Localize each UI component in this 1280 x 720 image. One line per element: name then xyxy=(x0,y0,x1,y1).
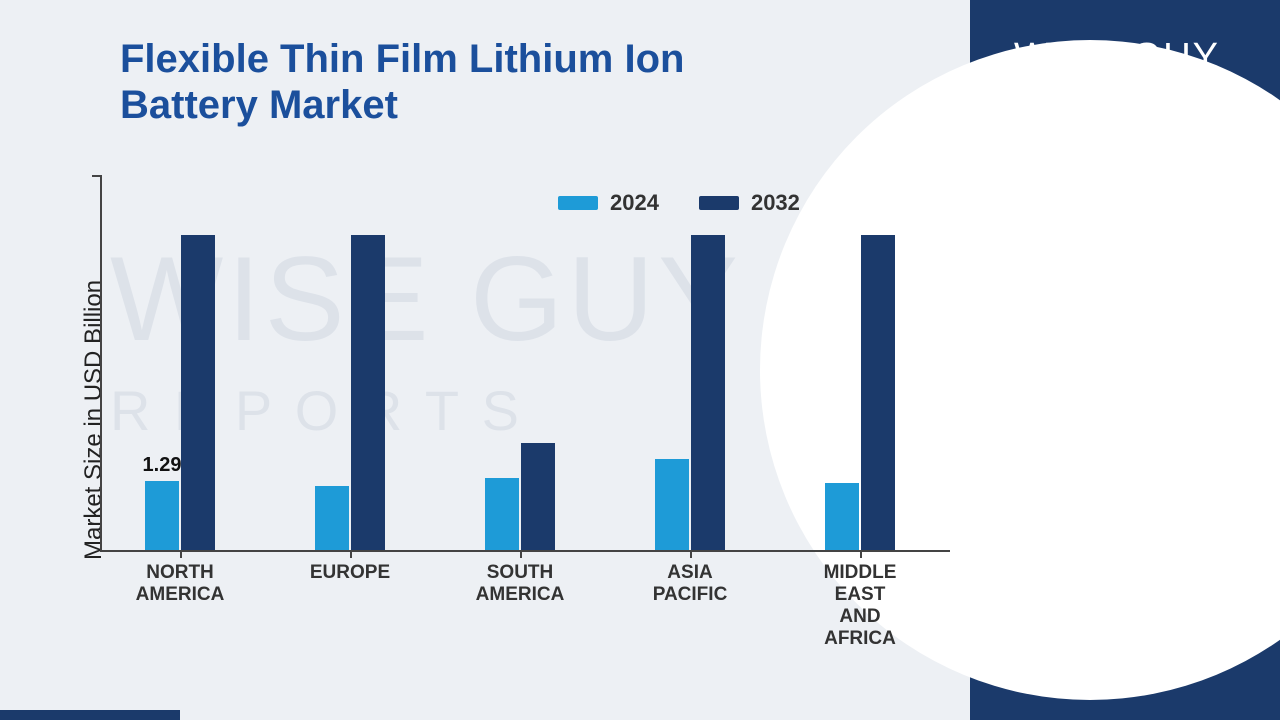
legend: 2024 2032 xyxy=(558,190,800,216)
bar-2032 xyxy=(181,235,215,550)
axis-tick xyxy=(180,550,182,558)
legend-item: 2032 xyxy=(699,190,800,216)
legend-label: 2024 xyxy=(610,190,659,216)
bar-2032 xyxy=(691,235,725,550)
legend-swatch xyxy=(558,196,598,210)
x-category-label: SOUTHAMERICA xyxy=(445,562,595,606)
brand-logo-line1: WISE GUY xyxy=(990,36,1220,79)
axis-tick xyxy=(690,550,692,558)
legend-label: 2032 xyxy=(751,190,800,216)
legend-swatch xyxy=(699,196,739,210)
plot-area: 1.29NORTHAMERICAEUROPESOUTHAMERICAASIAPA… xyxy=(100,230,950,550)
x-category-label: EUROPE xyxy=(275,562,425,584)
chart-title: Flexible Thin Film Lithium Ion Battery M… xyxy=(120,36,800,128)
x-category-label: ASIAPACIFIC xyxy=(615,562,765,606)
bottom-accent-bar xyxy=(0,710,180,720)
bar-2024 xyxy=(145,481,179,550)
bar-value-label: 1.29 xyxy=(132,454,192,477)
legend-item: 2024 xyxy=(558,190,659,216)
bar-2024 xyxy=(825,483,859,550)
brand-logo: WISE GUY REPORTS xyxy=(990,36,1220,95)
axis-tick xyxy=(350,550,352,558)
bar-2032 xyxy=(351,235,385,550)
axis-tick xyxy=(520,550,522,558)
y-axis-line xyxy=(100,175,102,550)
x-category-label: MIDDLEEASTANDAFRICA xyxy=(785,562,935,649)
axis-tick xyxy=(92,175,100,177)
bar-2024 xyxy=(485,478,519,550)
page-root: WISE GUY R E P O R T S Flexible Thin Fil… xyxy=(0,0,1280,720)
x-axis-line xyxy=(100,550,950,552)
bar-2024 xyxy=(315,486,349,550)
bar-2032 xyxy=(521,443,555,550)
axis-tick xyxy=(860,550,862,558)
bar-2032 xyxy=(861,235,895,550)
x-category-label: NORTHAMERICA xyxy=(105,562,255,606)
bar-2024 xyxy=(655,459,689,550)
